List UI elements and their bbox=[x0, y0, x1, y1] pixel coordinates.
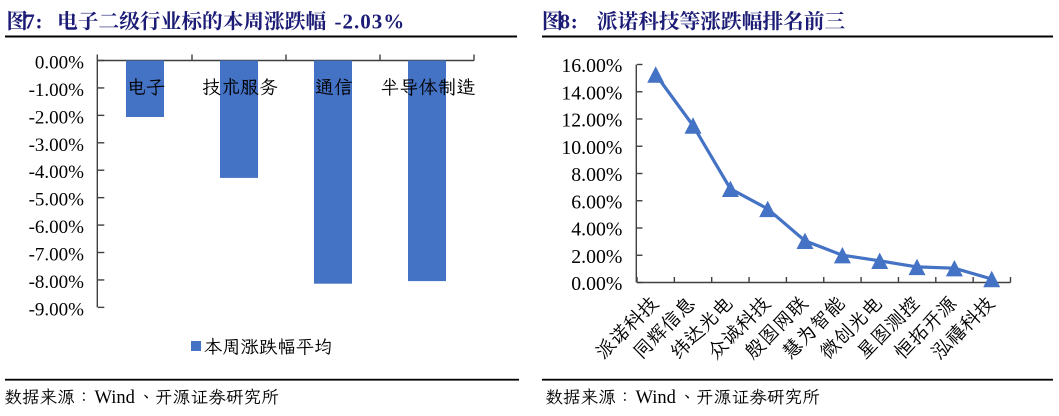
svg-text:2.00%: 2.00% bbox=[571, 246, 622, 268]
svg-text:14.00%: 14.00% bbox=[561, 82, 622, 104]
svg-text:0.00%: 0.00% bbox=[35, 53, 84, 74]
svg-text:12.00%: 12.00% bbox=[561, 110, 622, 132]
svg-text:-6.00%: -6.00% bbox=[29, 217, 85, 238]
svg-text:8.00%: 8.00% bbox=[571, 164, 622, 186]
svg-text:6.00%: 6.00% bbox=[571, 191, 622, 213]
svg-text:0.00%: 0.00% bbox=[571, 273, 622, 295]
svg-text:10.00%: 10.00% bbox=[561, 137, 622, 159]
svg-text:-9.00%: -9.00% bbox=[29, 299, 85, 320]
svg-text:-7.00%: -7.00% bbox=[29, 245, 85, 266]
svg-text:-1.00%: -1.00% bbox=[29, 80, 85, 101]
svg-text:Wind: Wind bbox=[95, 388, 136, 408]
svg-text:4.00%: 4.00% bbox=[571, 219, 622, 241]
svg-text:7:: 7: bbox=[24, 10, 43, 34]
svg-text:-2.00%: -2.00% bbox=[29, 107, 85, 128]
svg-text:-8.00%: -8.00% bbox=[29, 272, 85, 293]
svg-text:8:: 8: bbox=[560, 10, 579, 34]
svg-text:Wind: Wind bbox=[636, 388, 677, 408]
svg-text:-5.00%: -5.00% bbox=[29, 190, 85, 211]
svg-text:16.00%: 16.00% bbox=[561, 55, 622, 77]
svg-text:-4.00%: -4.00% bbox=[29, 162, 85, 183]
svg-text:-3.00%: -3.00% bbox=[29, 135, 85, 156]
svg-text:-2.03%: -2.03% bbox=[335, 9, 406, 33]
